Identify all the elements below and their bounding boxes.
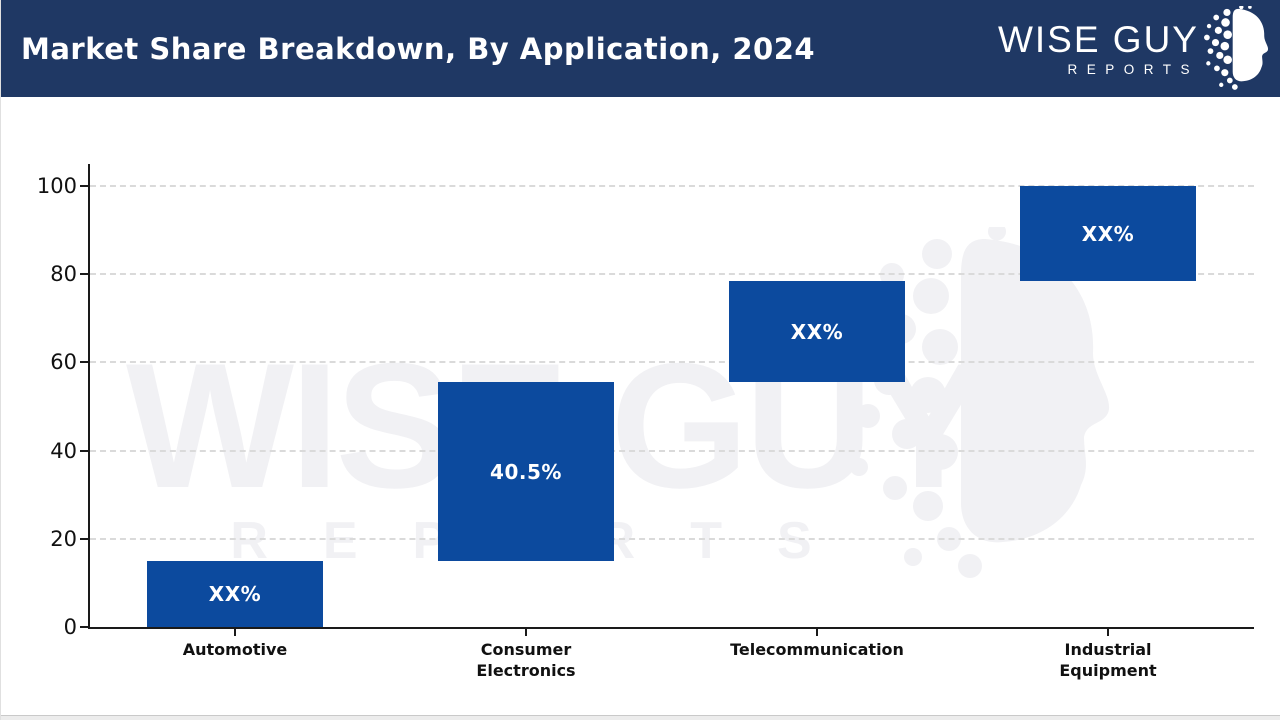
gridline-y-20 bbox=[90, 537, 1254, 540]
y-tick-label-60: 60 bbox=[50, 350, 77, 375]
y-tick-60 bbox=[80, 361, 88, 364]
wiseguy-logo-name: WISE GUY bbox=[997, 19, 1199, 61]
bar-value-label: XX% bbox=[208, 582, 262, 606]
page-title: Market Share Breakdown, By Application, … bbox=[21, 31, 816, 66]
x-tick-3 bbox=[1107, 629, 1109, 636]
x-tick-2 bbox=[816, 629, 818, 636]
x-tick-0 bbox=[234, 629, 236, 636]
y-tick-40 bbox=[80, 449, 88, 452]
bar-automotive: XX% bbox=[147, 561, 323, 627]
y-tick-label-40: 40 bbox=[50, 438, 77, 463]
y-tick-label-80: 80 bbox=[50, 262, 77, 287]
gridline-y-100 bbox=[90, 185, 1254, 187]
y-tick-100 bbox=[80, 185, 88, 187]
bottom-edge-strip bbox=[1, 715, 1280, 720]
wiseguy-logo-text: WISE GUY REPORTS bbox=[998, 21, 1199, 77]
wiseguy-face-icon bbox=[1204, 6, 1269, 90]
y-tick-0 bbox=[80, 626, 88, 628]
bar-value-label: 40.5% bbox=[490, 459, 562, 484]
x-category-label: Consumer Electronics bbox=[476, 640, 576, 680]
y-tick-80 bbox=[80, 273, 88, 276]
bar-industrial-equipment: XX% bbox=[1020, 186, 1196, 281]
y-tick-label-0: 0 bbox=[63, 615, 77, 639]
x-tick-1 bbox=[525, 629, 527, 636]
x-category-label: Automotive bbox=[182, 640, 288, 659]
y-tick-20 bbox=[80, 537, 88, 540]
gridline-y-60 bbox=[90, 361, 1254, 364]
x-category-label: Industrial Equipment bbox=[1059, 640, 1157, 680]
x-category-label: Telecommunication bbox=[730, 640, 904, 659]
bar-value-label: XX% bbox=[790, 319, 844, 344]
bar-consumer-electronics: 40.5% bbox=[438, 382, 614, 561]
gridline-y-80 bbox=[90, 273, 1254, 276]
y-tick-label-20: 20 bbox=[50, 526, 77, 551]
header-bar: Market Share Breakdown, By Application, … bbox=[1, 0, 1280, 97]
y-axis-line bbox=[88, 164, 90, 629]
bar-telecommunication: XX% bbox=[729, 281, 905, 382]
y-tick-label-100: 100 bbox=[36, 174, 77, 198]
bar-value-label: XX% bbox=[1081, 221, 1135, 246]
gridline-y-40 bbox=[90, 449, 1254, 452]
x-axis-line bbox=[88, 627, 1254, 629]
wiseguy-logo-subtitle: REPORTS bbox=[1067, 62, 1199, 78]
wiseguy-logo: WISE GUY REPORTS bbox=[998, 4, 1273, 94]
